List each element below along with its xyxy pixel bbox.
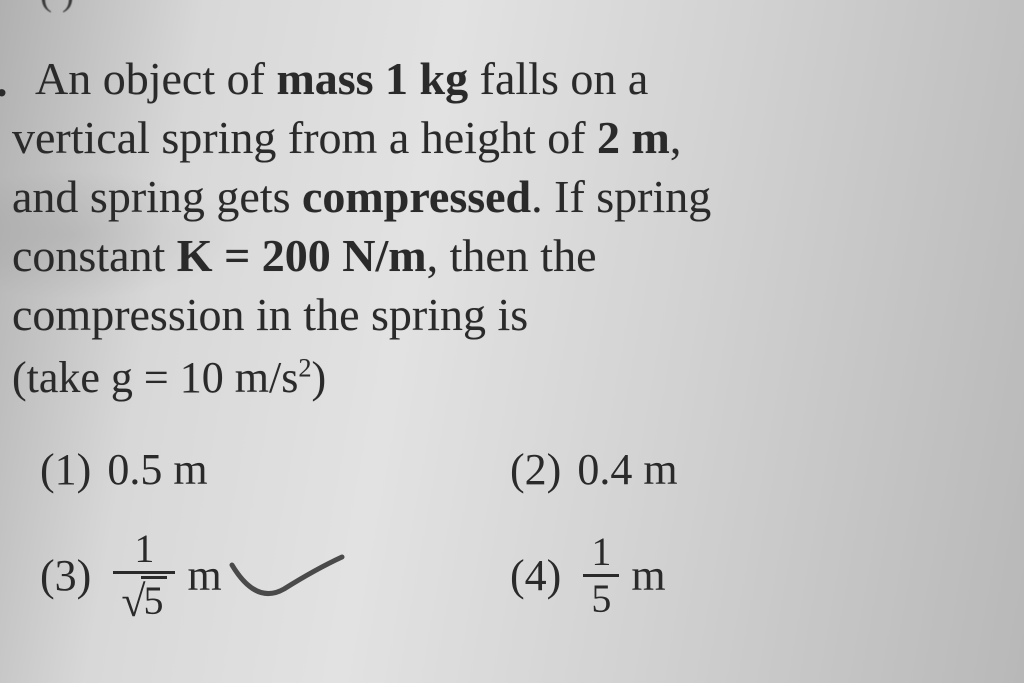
sqrt-icon: √ 5 (121, 576, 167, 621)
q1-part-c: falls on a (468, 53, 648, 104)
q5-part-a: compression in the spring is (12, 289, 528, 340)
option-4: (4) 1 5 m (510, 532, 666, 619)
option-3-numerator: 1 (126, 529, 162, 571)
question-line-4: constant K = 200 N/m, then the (12, 227, 1000, 286)
take-a: (take g = 10 m/s (12, 353, 298, 402)
option-2-value: 0.4 m (577, 444, 677, 495)
q1-part-b: mass 1 kg (276, 53, 468, 104)
question-text-block: An object of mass 1 kg falls on a vertic… (12, 50, 1000, 407)
q3-part-b: compressed (302, 171, 531, 222)
option-2: (2) 0.4 m (510, 444, 678, 495)
option-4-denominator: 5 (583, 574, 619, 619)
question-line-3: and spring gets compressed. If spring (12, 168, 1000, 227)
question-take-g: (take g = 10 m/s2) (12, 350, 1000, 406)
q2-part-a: vertical spring from a height of (12, 112, 597, 163)
option-4-fraction: 1 5 (583, 532, 619, 619)
option-3: (3) 1 √ 5 m (40, 529, 510, 621)
options-row-1: (1) 0.5 m (2) 0.4 m (40, 444, 1000, 495)
option-3-unit: m (187, 550, 221, 601)
option-3-denominator: √ 5 (113, 571, 175, 621)
question-number-period: . (0, 54, 8, 107)
option-4-unit: m (631, 550, 665, 601)
radical-symbol: √ (121, 580, 145, 624)
option-4-number: (4) (510, 550, 561, 601)
option-2-number: (2) (510, 444, 561, 495)
q4-part-b: K = 200 N/m (177, 230, 427, 281)
q2-part-c: , (670, 112, 682, 163)
option-1-number: (1) (40, 444, 91, 495)
option-3-number: (3) (40, 550, 91, 601)
option-1-value: 0.5 m (107, 444, 207, 495)
cutoff-top-line: ( ) (40, 0, 74, 14)
q3-part-a: and spring gets (12, 171, 302, 222)
question-line-2: vertical spring from a height of 2 m, (12, 109, 1000, 168)
q2-part-b: 2 m (597, 112, 670, 163)
option-1: (1) 0.5 m (40, 444, 510, 495)
question-line-1: An object of mass 1 kg falls on a (12, 50, 1000, 109)
handwritten-tick-icon (226, 545, 346, 605)
option-3-fraction: 1 √ 5 (113, 529, 175, 621)
options-block: (1) 0.5 m (2) 0.4 m (3) 1 √ 5 m (40, 430, 1000, 621)
q4-part-a: constant (12, 230, 177, 281)
options-row-2: (3) 1 √ 5 m (4) 1 5 (40, 529, 1000, 621)
q4-part-c: , then the (427, 230, 597, 281)
q1-part-a: An object of (35, 53, 276, 104)
question-line-5: compression in the spring is (12, 286, 1000, 345)
option-4-numerator: 1 (583, 532, 619, 574)
take-b: ) (312, 353, 327, 402)
q3-part-c: . If spring (531, 171, 711, 222)
take-sup: 2 (298, 353, 311, 383)
